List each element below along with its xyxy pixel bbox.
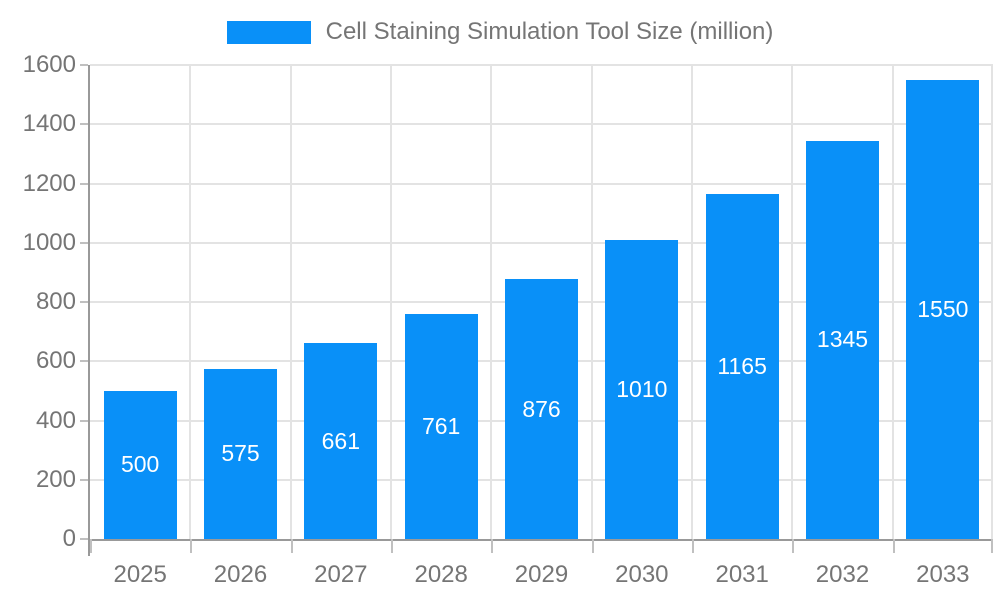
bar[interactable]: 1010 bbox=[605, 239, 679, 539]
y-axis-tick bbox=[80, 301, 88, 303]
gridline-vertical bbox=[490, 65, 493, 539]
bar[interactable]: 1550 bbox=[906, 79, 980, 539]
x-axis-tick bbox=[591, 539, 594, 553]
bar-value-label: 761 bbox=[421, 412, 461, 439]
gridline-vertical bbox=[891, 65, 894, 539]
x-axis-tick bbox=[792, 539, 795, 553]
bar[interactable]: 500 bbox=[103, 390, 177, 539]
y-axis-tick bbox=[80, 123, 88, 126]
bar[interactable]: 661 bbox=[304, 343, 378, 539]
gridline-vertical bbox=[691, 65, 693, 539]
bar-value-label: 1345 bbox=[816, 326, 869, 353]
y-tick-label: 1600 bbox=[22, 51, 76, 78]
x-axis-tick bbox=[692, 539, 694, 553]
legend-swatch[interactable] bbox=[226, 20, 311, 44]
y-axis-tick bbox=[80, 419, 88, 422]
bar-value-label: 500 bbox=[120, 451, 160, 478]
bar-value-label: 1550 bbox=[917, 295, 969, 322]
x-tick-label: 2031 bbox=[715, 561, 769, 588]
gridline-horizontal bbox=[90, 64, 993, 66]
bar-value-label: 575 bbox=[221, 440, 260, 467]
x-tick-label: 2027 bbox=[314, 561, 368, 588]
bar[interactable]: 761 bbox=[404, 313, 478, 539]
x-axis-tick bbox=[391, 539, 393, 553]
x-axis-tick bbox=[90, 539, 92, 553]
y-axis-tick bbox=[80, 538, 88, 540]
y-tick-label: 1400 bbox=[22, 110, 76, 138]
x-tick-label: 2026 bbox=[213, 561, 268, 588]
gridline-horizontal bbox=[90, 123, 993, 126]
x-axis-tick bbox=[290, 539, 293, 553]
bar[interactable]: 876 bbox=[505, 279, 578, 539]
bar[interactable]: 1165 bbox=[705, 193, 779, 539]
y-axis-tick bbox=[80, 360, 88, 363]
y-axis-tick bbox=[80, 64, 88, 66]
chart-title: Cell Staining Simulation Tool Size (mill… bbox=[325, 18, 774, 45]
y-tick-label: 200 bbox=[35, 465, 76, 493]
y-tick-label: 1000 bbox=[22, 228, 76, 256]
x-axis-tick bbox=[991, 539, 993, 553]
x-tick-label: 2032 bbox=[815, 561, 870, 588]
x-axis-tick bbox=[190, 539, 193, 553]
bar-value-label: 876 bbox=[522, 395, 561, 422]
gridline-horizontal bbox=[90, 241, 993, 244]
y-tick-label: 800 bbox=[35, 288, 76, 315]
plot-area: 0 200 400 600 800 1000 1200 1400 1600 500 575 661 76… bbox=[23, 51, 993, 588]
gridline-vertical bbox=[289, 65, 292, 539]
legend[interactable]: Cell Staining Simulation Tool Size (mill… bbox=[0, 18, 1000, 46]
y-axis-line-extension bbox=[88, 539, 90, 556]
x-tick-label: 2033 bbox=[916, 561, 970, 588]
x-tick-label: 2029 bbox=[514, 561, 569, 588]
x-tick-label: 2030 bbox=[615, 561, 669, 588]
x-tick-label: 2028 bbox=[414, 561, 468, 588]
y-axis-tick bbox=[80, 241, 88, 244]
x-axis-tick bbox=[491, 539, 494, 553]
bar-value-label: 1165 bbox=[717, 352, 767, 379]
x-axis-tick bbox=[892, 539, 895, 553]
y-tick-label: 600 bbox=[35, 347, 76, 375]
y-axis-tick bbox=[80, 182, 88, 185]
gridline-vertical bbox=[791, 65, 794, 539]
gridline-vertical bbox=[390, 65, 392, 539]
y-tick-label: 400 bbox=[35, 406, 76, 434]
y-tick-label: 0 bbox=[62, 525, 76, 552]
y-axis-tick bbox=[80, 478, 88, 481]
x-tick-label: 2025 bbox=[113, 561, 167, 588]
gridline-vertical bbox=[189, 65, 192, 539]
gridline-horizontal bbox=[90, 182, 993, 185]
bar-value-label: 661 bbox=[321, 427, 361, 454]
gridline-vertical bbox=[991, 65, 993, 539]
gridline-vertical bbox=[590, 65, 593, 539]
bar-value-label: 1010 bbox=[616, 375, 668, 402]
bar[interactable]: 1345 bbox=[806, 140, 879, 539]
bar[interactable]: 575 bbox=[204, 368, 277, 539]
y-tick-label: 1200 bbox=[22, 169, 76, 197]
